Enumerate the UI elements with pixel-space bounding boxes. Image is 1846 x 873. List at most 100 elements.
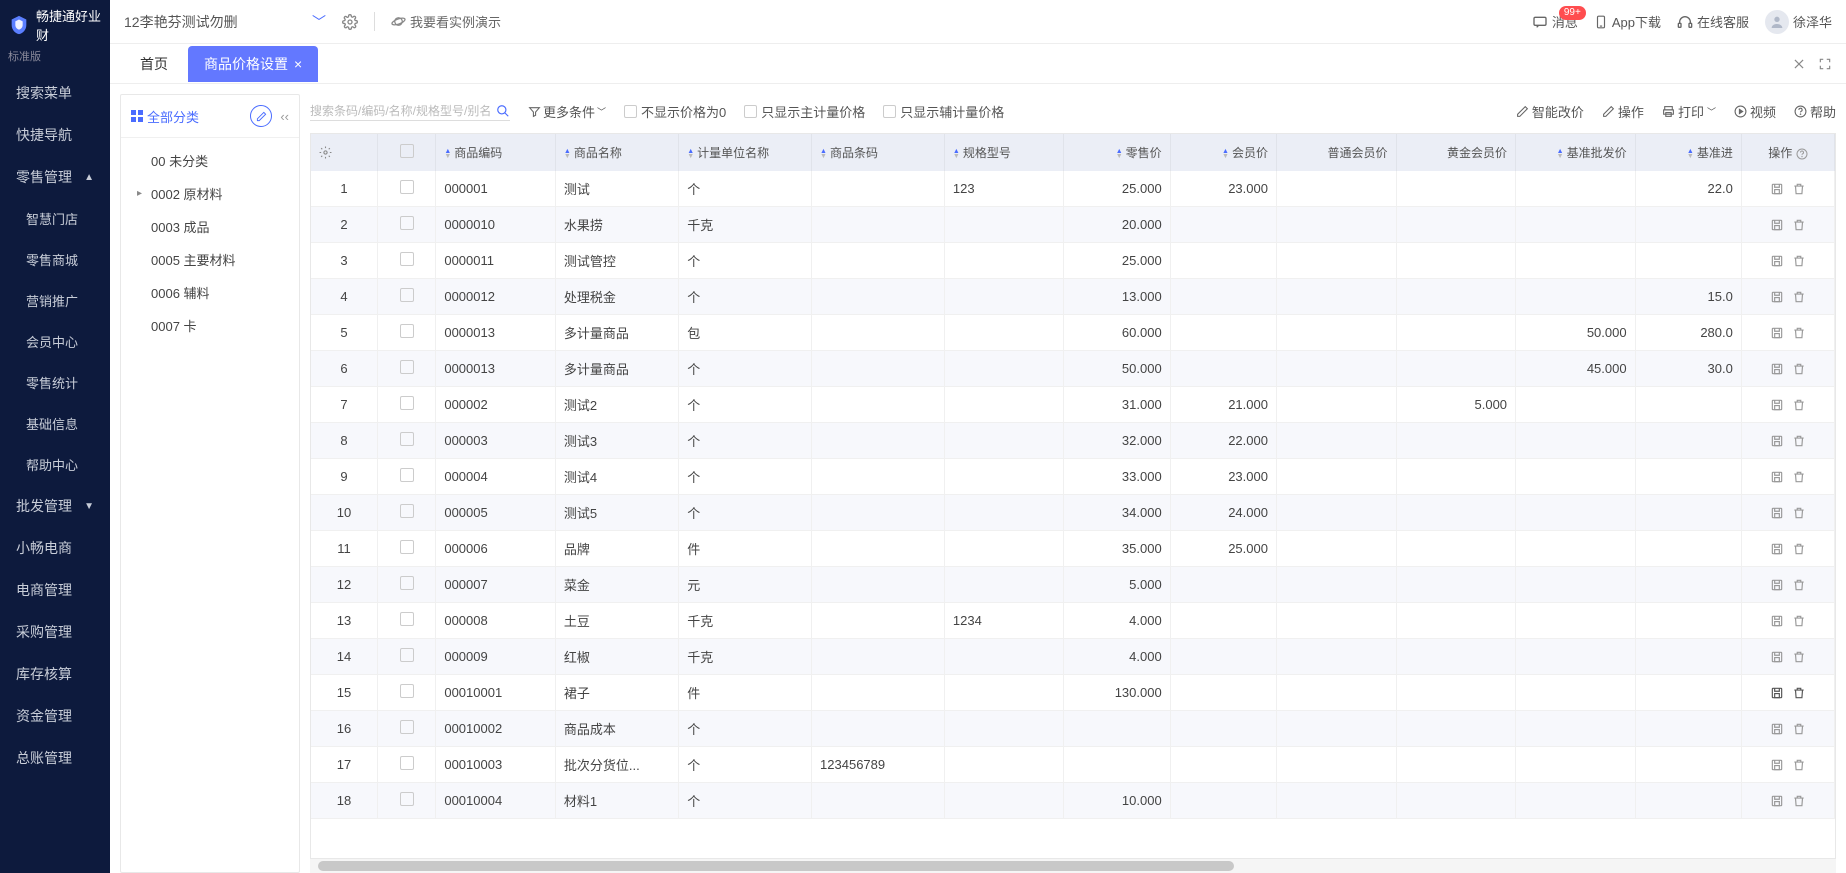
save-row-icon[interactable]	[1770, 542, 1784, 556]
table-header[interactable]: ▲▼商品名称	[555, 134, 678, 171]
table-row[interactable]: 11 000006 品牌 件 35.000 25.000	[311, 531, 1835, 567]
table-header[interactable]: ▲▼会员价	[1170, 134, 1276, 171]
nav-sub-item[interactable]: 基础信息	[0, 403, 110, 444]
nav-item[interactable]: 资金管理	[0, 695, 110, 737]
delete-row-icon[interactable]	[1792, 470, 1806, 484]
nav-sub-item[interactable]: 营销推广	[0, 280, 110, 321]
category-item[interactable]: 0003 成品	[121, 210, 299, 243]
close-icon[interactable]: ×	[294, 56, 302, 72]
table-row[interactable]: 12 000007 菜金 元 5.000	[311, 567, 1835, 603]
search-input[interactable]	[310, 104, 496, 118]
category-all[interactable]: 全部分类	[131, 107, 199, 126]
nav-item[interactable]: 快捷导航	[0, 114, 110, 156]
table-row[interactable]: 10 000005 测试5 个 34.000 24.000	[311, 495, 1835, 531]
save-row-icon[interactable]	[1770, 290, 1784, 304]
delete-row-icon[interactable]	[1792, 218, 1806, 232]
table-row[interactable]: 4 0000012 处理税金 个 13.000 15.0	[311, 279, 1835, 315]
nav-item[interactable]: 总账管理	[0, 737, 110, 779]
table-row[interactable]: 3 0000011 测试管控 个 25.000	[311, 243, 1835, 279]
table-row[interactable]: 17 00010003 批次分货位... 个 123456789	[311, 747, 1835, 783]
delete-row-icon[interactable]	[1792, 722, 1806, 736]
save-row-icon[interactable]	[1770, 182, 1784, 196]
table-row[interactable]: 14 000009 红椒 千克 4.000	[311, 639, 1835, 675]
delete-row-icon[interactable]	[1792, 578, 1806, 592]
category-item[interactable]: ▸0002 原材料	[121, 177, 299, 210]
save-row-icon[interactable]	[1770, 686, 1784, 700]
delete-row-icon[interactable]	[1792, 434, 1806, 448]
tab-home[interactable]: 首页	[124, 46, 184, 82]
table-row[interactable]: 7 000002 测试2 个 31.000 21.000 5.000	[311, 387, 1835, 423]
delete-row-icon[interactable]	[1792, 290, 1806, 304]
save-row-icon[interactable]	[1770, 578, 1784, 592]
nav-sub-item[interactable]: 零售统计	[0, 362, 110, 403]
table-header[interactable]: ▲▼商品条码	[812, 134, 945, 171]
table-row[interactable]: 1 000001 测试 个 123 25.000 23.000 22.0	[311, 171, 1835, 207]
delete-row-icon[interactable]	[1792, 326, 1806, 340]
save-row-icon[interactable]	[1770, 650, 1784, 664]
table-header[interactable]: ▲▼商品编码	[436, 134, 556, 171]
nav-item[interactable]: 小畅电商	[0, 527, 110, 569]
delete-row-icon[interactable]	[1792, 758, 1806, 772]
delete-row-icon[interactable]	[1792, 182, 1806, 196]
more-filters[interactable]: 更多条件 ﹀	[528, 102, 606, 121]
category-item[interactable]: 00 未分类	[121, 144, 299, 177]
save-row-icon[interactable]	[1770, 794, 1784, 808]
print-button[interactable]: 打印 ﹀	[1662, 102, 1716, 121]
table-row[interactable]: 8 000003 测试3 个 32.000 22.000	[311, 423, 1835, 459]
category-item[interactable]: 0007 卡	[121, 309, 299, 342]
checkbox-aux-unit[interactable]: 只显示辅计量价格	[883, 102, 1004, 121]
operate-button[interactable]: 操作	[1602, 102, 1644, 121]
user-menu[interactable]: 徐泽华	[1765, 10, 1832, 34]
table-row[interactable]: 16 00010002 商品成本 个	[311, 711, 1835, 747]
edit-icon[interactable]	[250, 105, 272, 127]
gear-icon[interactable]	[342, 14, 358, 30]
nav-sub-item[interactable]: 智慧门店	[0, 198, 110, 239]
table-row[interactable]: 6 0000013 多计量商品 个 50.000 45.000 30.0	[311, 351, 1835, 387]
msg-link[interactable]: 消息 99+	[1532, 12, 1578, 31]
table-header[interactable]: ▲▼零售价	[1064, 134, 1170, 171]
table-row[interactable]: 9 000004 测试4 个 33.000 23.000	[311, 459, 1835, 495]
delete-row-icon[interactable]	[1792, 794, 1806, 808]
demo-link[interactable]: 我要看实例演示	[374, 12, 501, 31]
checkbox-main-unit[interactable]: 只显示主计量价格	[744, 102, 865, 121]
save-row-icon[interactable]	[1770, 722, 1784, 736]
table-row[interactable]: 15 00010001 裙子 件 130.000	[311, 675, 1835, 711]
table-header[interactable]: ▲▼规格型号	[944, 134, 1064, 171]
nav-item[interactable]: 批发管理▼	[0, 485, 110, 527]
help-button[interactable]: 帮助	[1794, 102, 1836, 121]
nav-item[interactable]: 电商管理	[0, 569, 110, 611]
nav-sub-item[interactable]: 会员中心	[0, 321, 110, 362]
nav-sub-item[interactable]: 零售商城	[0, 239, 110, 280]
nav-item[interactable]: 库存核算	[0, 653, 110, 695]
save-row-icon[interactable]	[1770, 470, 1784, 484]
nav-sub-item[interactable]: 帮助中心	[0, 444, 110, 485]
delete-row-icon[interactable]	[1792, 506, 1806, 520]
table-header[interactable]: ▲▼计量单位名称	[679, 134, 812, 171]
save-row-icon[interactable]	[1770, 614, 1784, 628]
save-row-icon[interactable]	[1770, 362, 1784, 376]
horizontal-scrollbar[interactable]	[310, 859, 1836, 873]
save-row-icon[interactable]	[1770, 218, 1784, 232]
delete-row-icon[interactable]	[1792, 614, 1806, 628]
search-icon[interactable]	[496, 104, 510, 118]
save-row-icon[interactable]	[1770, 506, 1784, 520]
nav-item[interactable]: 搜索菜单	[0, 72, 110, 114]
delete-row-icon[interactable]	[1792, 254, 1806, 268]
smart-price-button[interactable]: 智能改价	[1516, 102, 1584, 121]
save-row-icon[interactable]	[1770, 254, 1784, 268]
project-select[interactable]: 12李艳芬测试勿删 ﹀	[124, 12, 326, 32]
fullscreen-icon[interactable]	[1818, 57, 1832, 71]
nav-item[interactable]: 零售管理▲	[0, 156, 110, 198]
tab-price-settings[interactable]: 商品价格设置 ×	[188, 46, 318, 82]
table-row[interactable]: 18 00010004 材料1 个 10.000	[311, 783, 1835, 819]
save-row-icon[interactable]	[1770, 434, 1784, 448]
delete-row-icon[interactable]	[1792, 398, 1806, 412]
table-row[interactable]: 13 000008 土豆 千克 1234 4.000	[311, 603, 1835, 639]
table-header[interactable]: ▲▼基准批发价	[1516, 134, 1636, 171]
category-item[interactable]: 0006 辅料	[121, 276, 299, 309]
delete-row-icon[interactable]	[1792, 542, 1806, 556]
collapse-icon[interactable]: ‹‹	[280, 109, 289, 124]
service-link[interactable]: 在线客服	[1677, 12, 1749, 31]
table-row[interactable]: 2 0000010 水果捞 千克 20.000	[311, 207, 1835, 243]
table-row[interactable]: 5 0000013 多计量商品 包 60.000 50.000 280.0	[311, 315, 1835, 351]
